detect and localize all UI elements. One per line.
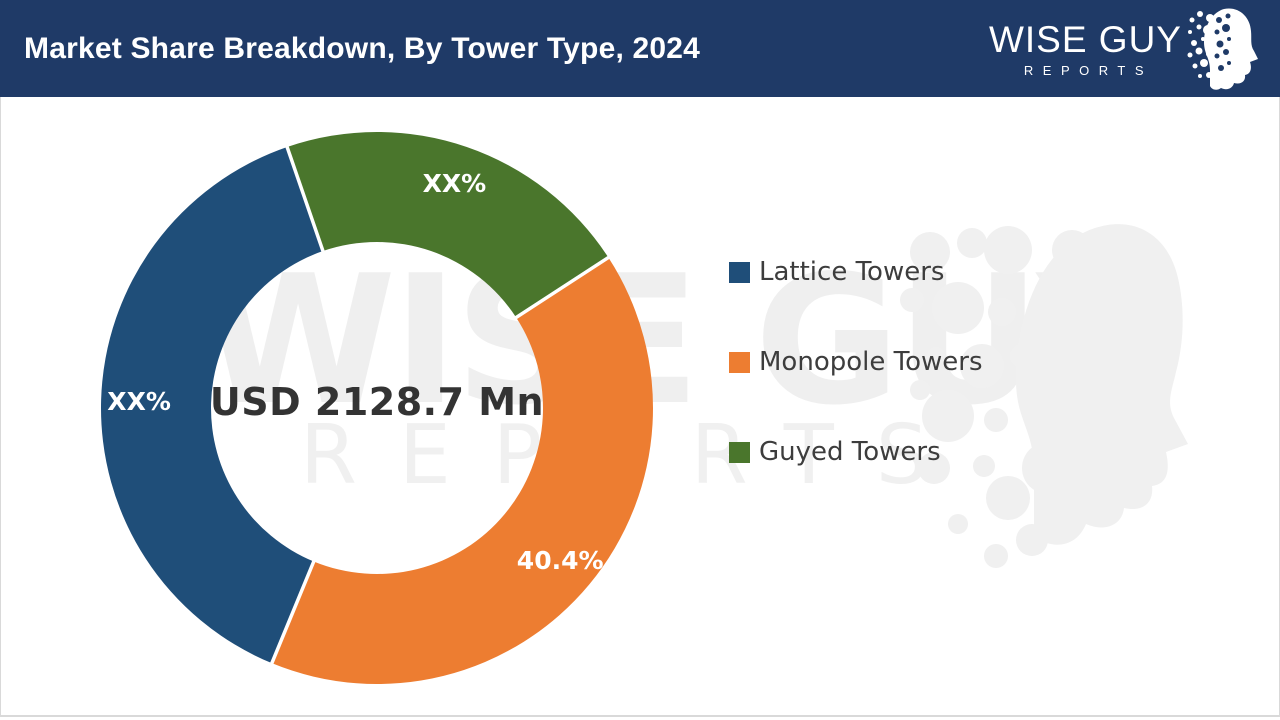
pie-slice-monopole-towers [271, 257, 653, 684]
legend-item-monopole-towers: Monopole Towers [729, 337, 983, 387]
pie-slice-lattice-towers [101, 147, 323, 664]
watermark-wordmark: WISE GUY [200, 237, 1166, 444]
slice-value-label: XX% [423, 169, 487, 198]
header-bar: Market Share Breakdown, By Tower Type, 2… [0, 0, 1280, 97]
pie-slice-guyed-towers [287, 132, 609, 318]
slice-separator [513, 254, 611, 321]
slice-separator [284, 144, 326, 254]
legend-swatch-lattice [729, 261, 750, 283]
legend-label: Lattice Towers [759, 257, 945, 287]
slice-value-label: XX% [107, 387, 171, 416]
legend-label: Monopole Towers [759, 347, 983, 377]
wise-guy-reports-logo: WISE GUY REPORTS [989, 6, 1258, 92]
legend-swatch-monopole [729, 351, 750, 373]
logo-subtitle: REPORTS [1023, 62, 1154, 78]
logo-text: WISE GUY REPORTS [989, 21, 1182, 77]
legend-item-guyed-towers: Guyed Towers [729, 427, 983, 477]
slice-value-label: 40.4% [517, 546, 604, 575]
slice-separator [269, 558, 317, 666]
donut-center-value: USD 2128.7 Mn [209, 380, 545, 424]
legend-label: Guyed Towers [759, 437, 941, 467]
page-title: Market Share Breakdown, By Tower Type, 2… [24, 31, 701, 65]
legend-item-lattice-towers: Lattice Towers [729, 247, 983, 297]
legend-swatch-guyed [729, 441, 750, 463]
chart-legend: Lattice Towers Monopole Towers Guyed Tow… [729, 247, 983, 517]
logo-wordmark: WISE GUY [988, 18, 1182, 60]
logo-head-icon [1187, 7, 1258, 90]
